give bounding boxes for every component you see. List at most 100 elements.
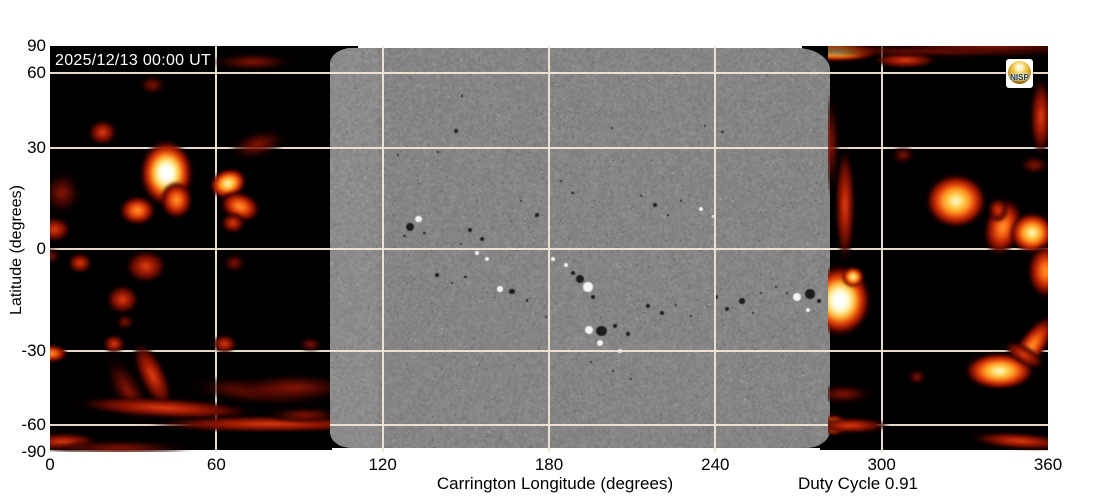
farside-blob bbox=[50, 247, 63, 265]
flux-speck-negative bbox=[454, 129, 459, 134]
gridline-latitude-60 bbox=[50, 72, 1048, 75]
x-tick-label-60: 60 bbox=[206, 455, 226, 474]
farside-blob bbox=[966, 428, 1048, 452]
flux-speck-negative bbox=[660, 311, 665, 316]
farside-blob bbox=[219, 211, 247, 234]
flux-speck-negative bbox=[396, 153, 400, 157]
farside-blobs-right-layer bbox=[828, 46, 1048, 452]
flux-speck-negative bbox=[774, 285, 778, 289]
flux-speck-positive bbox=[596, 339, 604, 347]
flux-speck-positive bbox=[793, 293, 802, 302]
farside-blob bbox=[50, 216, 72, 243]
flux-speck-positive bbox=[474, 250, 479, 255]
flux-speck-negative bbox=[519, 199, 523, 203]
flux-speck-positive bbox=[550, 256, 555, 261]
flux-speck-negative bbox=[525, 298, 529, 302]
flux-speck-negative bbox=[612, 324, 617, 329]
flux-speck-negative bbox=[403, 234, 407, 238]
farside-blob bbox=[229, 372, 330, 403]
flux-speck-negative bbox=[674, 303, 678, 307]
x-tick-label-240: 240 bbox=[701, 455, 730, 474]
flux-speck-negative bbox=[595, 325, 607, 337]
nisp-logo-text: NISP bbox=[1010, 73, 1029, 82]
flux-speck-negative bbox=[759, 291, 763, 295]
farside-blob bbox=[50, 343, 69, 364]
y-tick-label--30: -30 bbox=[21, 340, 46, 360]
farside-blob bbox=[828, 89, 841, 200]
farside-blob bbox=[1016, 154, 1048, 177]
plot-area: 2025/12/13 00:00 UT NISP bbox=[50, 46, 1048, 452]
flux-speck-negative bbox=[625, 331, 631, 336]
flux-speck-negative bbox=[611, 369, 615, 373]
x-tick-label-180: 180 bbox=[534, 455, 564, 474]
flux-speck-negative bbox=[689, 314, 693, 318]
flux-speck-negative bbox=[629, 377, 633, 381]
flux-speck-negative bbox=[450, 281, 454, 285]
farside-blob bbox=[221, 252, 248, 275]
farside-blob bbox=[860, 46, 1048, 54]
farside-blob bbox=[1028, 75, 1048, 159]
flux-speck-negative bbox=[575, 274, 585, 284]
farside-blob bbox=[889, 145, 917, 166]
flux-speck-negative bbox=[570, 271, 575, 276]
flux-speck-negative bbox=[679, 199, 683, 203]
y-tick-label--90: -90 bbox=[21, 442, 46, 461]
datetime-stamp: 2025/12/13 00:00 UT bbox=[55, 52, 212, 69]
y-tick-label-30: 30 bbox=[27, 137, 46, 157]
y-tick-label-0: 0 bbox=[36, 239, 46, 258]
flux-speck-negative bbox=[544, 315, 548, 319]
flux-speck-positive bbox=[583, 282, 593, 292]
flux-speck-negative bbox=[610, 126, 614, 130]
y-axis-label: Latitude (degrees) bbox=[8, 185, 25, 315]
flux-speck-negative bbox=[589, 360, 593, 364]
flux-speck-negative bbox=[571, 191, 575, 195]
flux-speck-negative bbox=[724, 307, 729, 312]
farside-blob bbox=[206, 52, 299, 73]
farside-blob bbox=[117, 194, 158, 226]
flux-speck-negative bbox=[459, 242, 463, 246]
farside-blob bbox=[222, 121, 294, 168]
flux-speck-positive bbox=[805, 308, 810, 313]
sun-icon bbox=[1008, 61, 1031, 84]
flux-speck-negative bbox=[785, 291, 789, 295]
gridline-latitude--30 bbox=[50, 349, 1048, 352]
flux-speck-positive bbox=[484, 256, 489, 261]
flux-speck-negative bbox=[434, 273, 440, 278]
flux-speck-positive bbox=[563, 262, 568, 267]
farside-blob bbox=[50, 168, 85, 218]
y-tick-label-60: 60 bbox=[27, 63, 46, 83]
flux-speck-negative bbox=[739, 298, 745, 304]
flux-speck-negative bbox=[645, 303, 650, 308]
flux-speck-negative bbox=[460, 94, 464, 98]
farside-blob bbox=[113, 312, 136, 331]
flux-speck-negative bbox=[653, 203, 658, 208]
farside-blob bbox=[87, 119, 119, 146]
farside-blob bbox=[828, 382, 876, 405]
flux-speck-negative bbox=[816, 299, 822, 304]
flux-speck-negative bbox=[559, 179, 563, 183]
flux-speck-negative bbox=[591, 295, 596, 300]
nisp-logo: NISP bbox=[1006, 59, 1033, 88]
gridline-latitude-30 bbox=[50, 146, 1048, 149]
flux-speck-negative bbox=[422, 231, 426, 235]
farside-blob bbox=[50, 439, 199, 452]
flux-speck-negative bbox=[639, 194, 643, 198]
flux-speck-positive bbox=[711, 214, 715, 218]
y-tick-label-90: 90 bbox=[27, 36, 46, 55]
flux-speck-negative bbox=[436, 150, 440, 154]
flux-speck-negative bbox=[406, 223, 415, 232]
farside-blob bbox=[922, 172, 989, 230]
x-tick-label-0: 0 bbox=[45, 455, 55, 474]
duty-cycle-label: Duty Cycle 0.91 bbox=[798, 474, 918, 493]
gridline-latitude-0 bbox=[50, 248, 1048, 250]
farside-blob bbox=[1025, 242, 1048, 300]
farside-blob bbox=[211, 334, 238, 355]
farside-blobs-left-layer bbox=[50, 46, 330, 452]
flux-speck-negative bbox=[479, 237, 484, 242]
farside-blob bbox=[105, 284, 141, 316]
farside-blob bbox=[987, 197, 1010, 224]
gridline-latitude--60 bbox=[50, 423, 1048, 426]
flux-speck-negative bbox=[666, 213, 670, 217]
flux-speck-negative bbox=[703, 124, 707, 128]
